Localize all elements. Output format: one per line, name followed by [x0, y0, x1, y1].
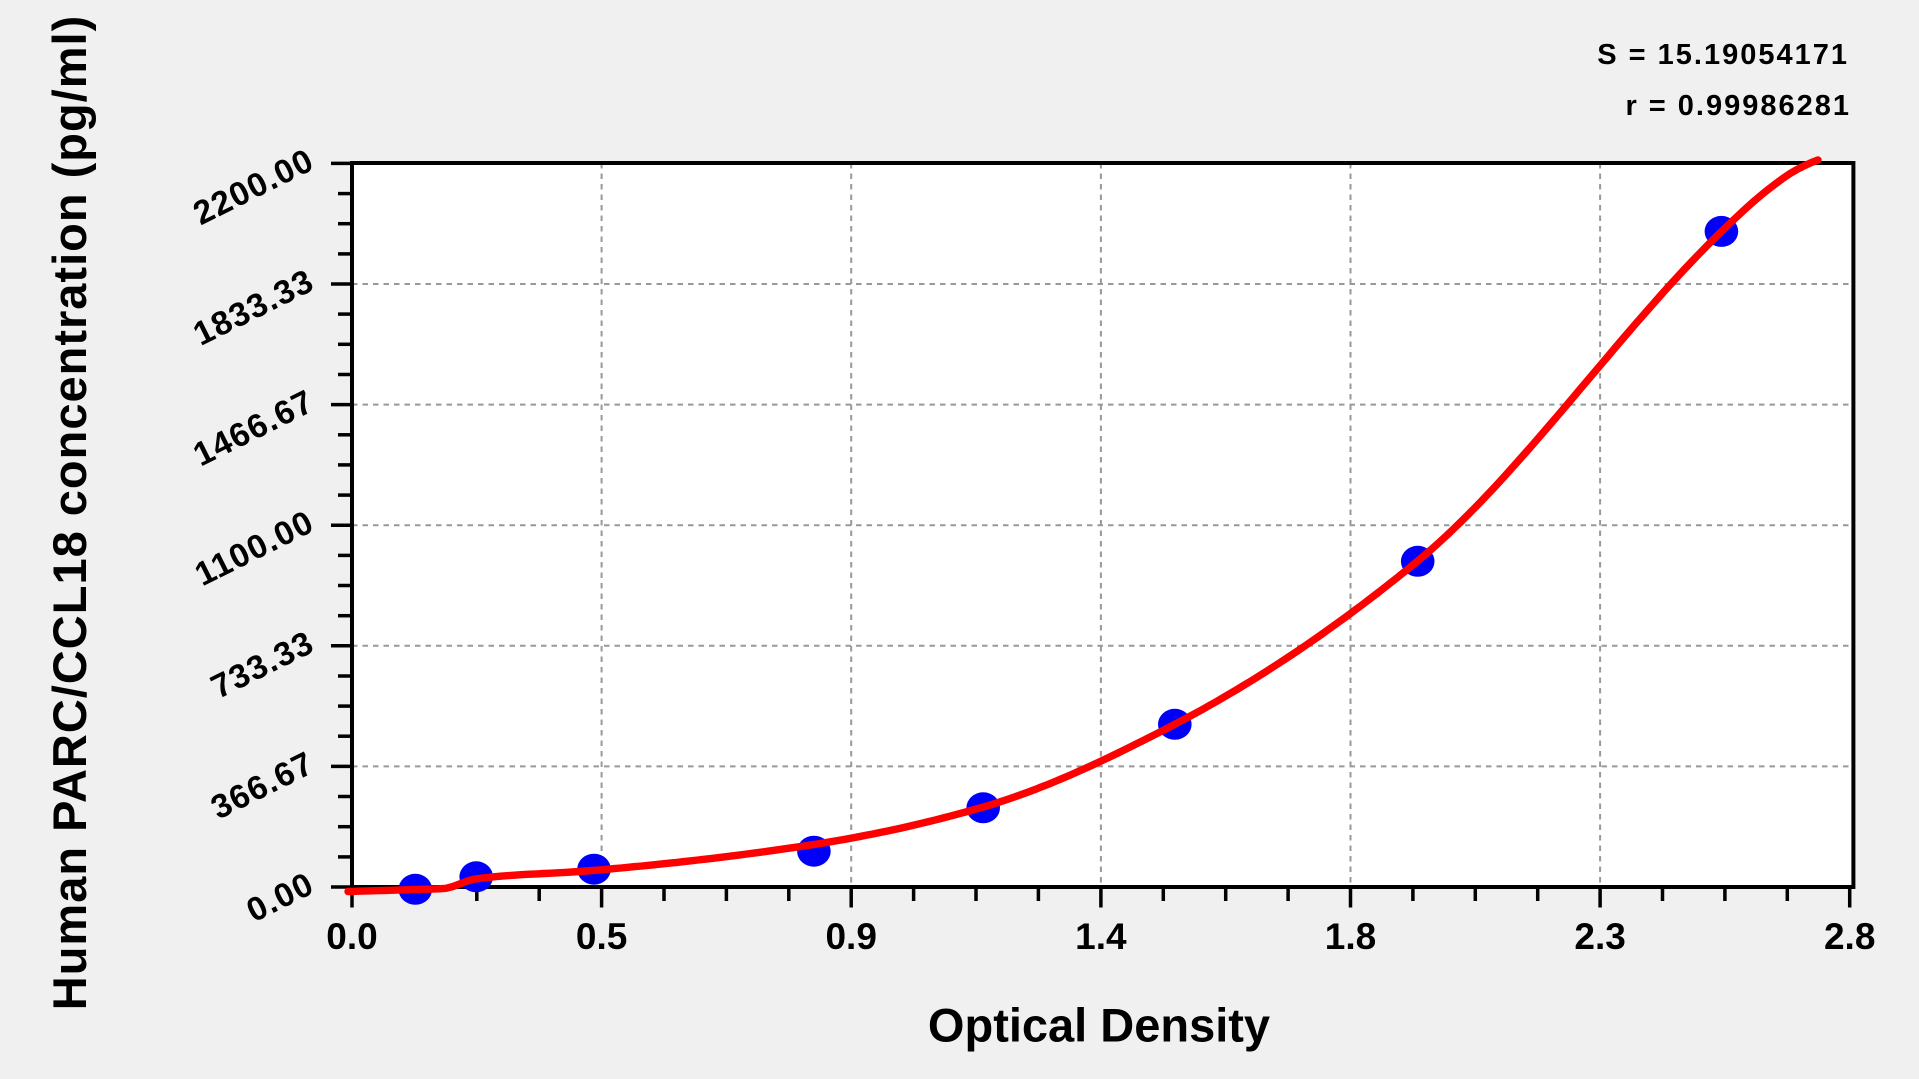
svg-text:Human PARC/CCL18 concentration: Human PARC/CCL18 concentration (pg/ml) [43, 15, 96, 1010]
svg-text:0.5: 0.5 [576, 916, 627, 957]
svg-text:S = 15.19054171: S = 15.19054171 [1597, 39, 1849, 71]
svg-text:r = 0.99986281: r = 0.99986281 [1625, 90, 1851, 122]
svg-text:1.4: 1.4 [1075, 916, 1127, 957]
svg-text:0.9: 0.9 [825, 916, 876, 957]
svg-text:2.3: 2.3 [1574, 916, 1625, 957]
svg-text:0.0: 0.0 [326, 916, 377, 957]
svg-text:2.8: 2.8 [1824, 916, 1875, 957]
svg-text:Optical Density: Optical Density [928, 999, 1270, 1052]
svg-text:1.8: 1.8 [1325, 916, 1376, 957]
